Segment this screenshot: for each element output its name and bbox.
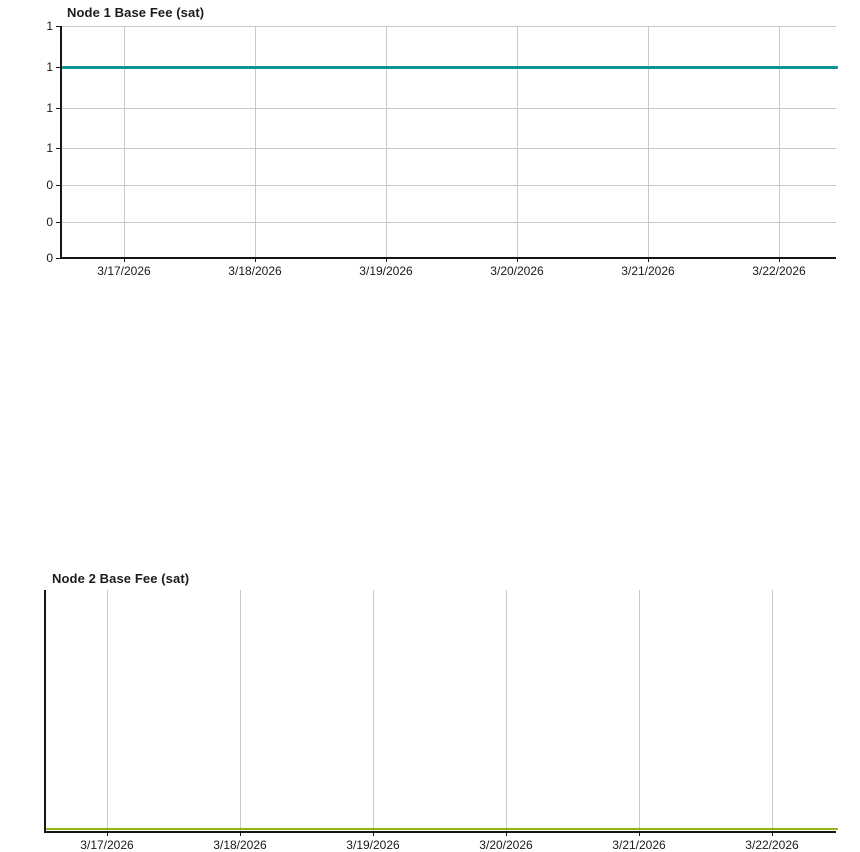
- gridline-vertical: [240, 590, 241, 831]
- x-axis-tick: [648, 257, 649, 262]
- chart-panel-node-2: Node 2 Base Fee (sat) 3/17/2026 3/18/202…: [0, 283, 860, 852]
- y-axis-tick: [56, 258, 62, 259]
- x-axis-label: 3/19/2026: [346, 838, 400, 852]
- x-axis-tick: [772, 831, 773, 836]
- y-axis-tick: [56, 148, 62, 149]
- y-axis-tick: [56, 108, 62, 109]
- x-axis-tick: [373, 831, 374, 836]
- chart-panel-node-1: Node 1 Base Fee (sat) 1 1 1 1: [0, 0, 860, 285]
- gridline-vertical: [648, 26, 649, 257]
- x-axis-label: 3/17/2026: [80, 838, 134, 852]
- x-axis-tick: [240, 831, 241, 836]
- x-axis-label: 3/22/2026: [752, 264, 806, 278]
- gridline-vertical: [517, 26, 518, 257]
- x-axis-label: 3/18/2026: [228, 264, 282, 278]
- y-axis-label: 1: [46, 60, 53, 74]
- x-axis-tick: [255, 257, 256, 262]
- x-axis-label: 3/22/2026: [745, 838, 799, 852]
- gridline-horizontal: [62, 108, 836, 109]
- x-axis-tick: [639, 831, 640, 836]
- gridline-vertical: [373, 590, 374, 831]
- gridline-horizontal: [62, 185, 836, 186]
- gridline-vertical: [255, 26, 256, 257]
- y-axis-label: 0: [46, 251, 53, 265]
- chart-title-node-1: Node 1 Base Fee (sat): [67, 5, 205, 20]
- gridline-horizontal: [62, 26, 836, 27]
- x-axis-label: 3/21/2026: [621, 264, 675, 278]
- x-axis-label: 3/17/2026: [97, 264, 151, 278]
- gridline-vertical: [506, 590, 507, 831]
- gridline-vertical: [386, 26, 387, 257]
- x-axis-label: 3/20/2026: [479, 838, 533, 852]
- plot-area-node-2: 3/17/2026 3/18/2026 3/19/2026 3/20/2026 …: [44, 590, 838, 852]
- x-axis-tick: [124, 257, 125, 262]
- y-axis-tick: [56, 185, 62, 186]
- plot-area-node-1: 1 1 1 1 0 0 0 3/17/2026 3/18/2026 3/19/2…: [46, 19, 838, 278]
- y-axis-tick: [56, 222, 62, 223]
- x-axis-label: 3/21/2026: [612, 838, 666, 852]
- chart-title-node-2: Node 2 Base Fee (sat): [52, 571, 190, 586]
- data-series-node-2-base-fee: [46, 828, 838, 830]
- gridline-vertical: [639, 590, 640, 831]
- data-series-node-1-base-fee: [62, 66, 838, 69]
- x-axis-tick: [506, 831, 507, 836]
- y-axis-label: 0: [46, 215, 53, 229]
- x-axis-label: 3/19/2026: [359, 264, 413, 278]
- y-axis-label: 0: [46, 178, 53, 192]
- y-axis-tick: [56, 67, 62, 68]
- gridline-horizontal: [62, 222, 836, 223]
- gridline-vertical: [124, 26, 125, 257]
- gridline-vertical: [772, 590, 773, 831]
- x-axis-tick: [107, 831, 108, 836]
- gridline-vertical: [107, 590, 108, 831]
- gridline-vertical: [779, 26, 780, 257]
- y-axis-tick: [56, 26, 62, 27]
- y-axis-label: 1: [46, 19, 53, 33]
- x-axis-label: 3/20/2026: [490, 264, 544, 278]
- gridline-horizontal: [62, 148, 836, 149]
- y-axis-label: 1: [46, 141, 53, 155]
- x-axis-label: 3/18/2026: [213, 838, 267, 852]
- x-axis-tick: [517, 257, 518, 262]
- x-axis-tick: [779, 257, 780, 262]
- y-axis-label: 1: [46, 101, 53, 115]
- x-axis-tick: [386, 257, 387, 262]
